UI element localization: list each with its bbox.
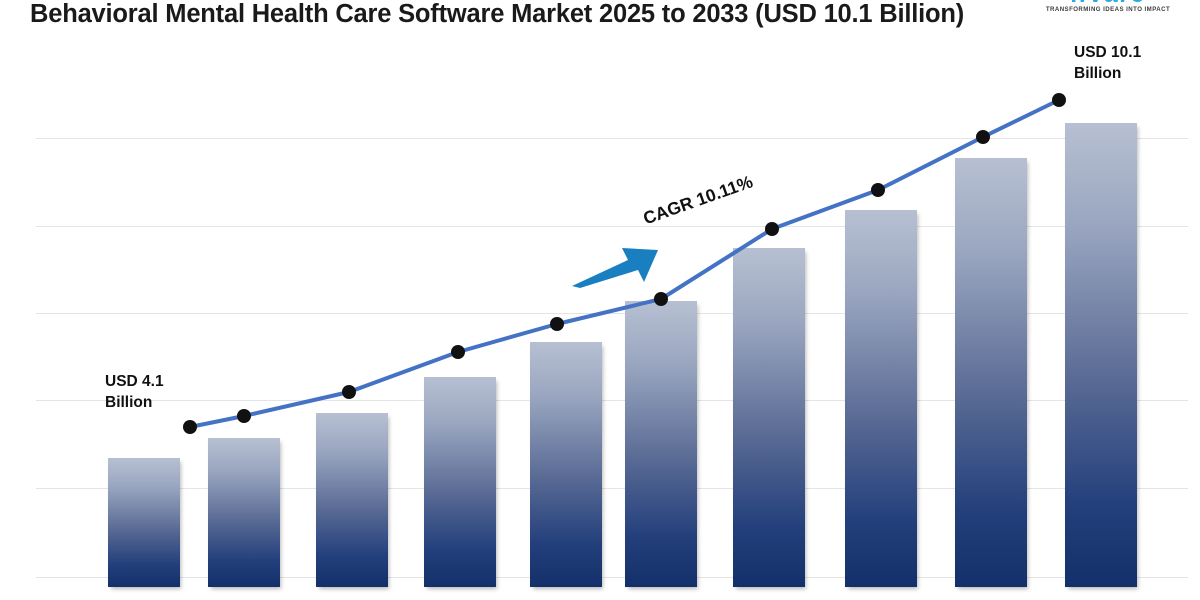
bar [424,377,496,587]
bar [625,301,697,587]
gridline [36,138,1188,139]
brand-logo: nVare TRANSFORMING IDEAS INTO IMPACT [1034,0,1182,13]
data-point-marker [451,345,465,359]
data-point-marker [342,385,356,399]
bar [1065,123,1137,587]
bar [733,248,805,587]
data-point-marker [654,292,668,306]
logo-wordmark: nVare [1034,0,1182,7]
gridline [36,400,1188,401]
data-point-marker [237,409,251,423]
data-point-marker [976,130,990,144]
bar [845,210,917,587]
gridline [36,226,1188,227]
data-point-marker [550,317,564,331]
start-value-callout: USD 4.1 Billion [105,373,164,411]
data-point-marker [183,420,197,434]
bar [108,458,180,587]
bar [955,158,1027,587]
gridline [36,313,1188,314]
gridline [36,577,1188,578]
logo-tagline: TRANSFORMING IDEAS INTO IMPACT [1045,6,1171,13]
cagr-arrow-icon [572,248,658,288]
data-point-marker [1052,93,1066,107]
page-title: Behavioral Mental Health Care Software M… [30,0,965,28]
data-point-marker [871,183,885,197]
bar [530,342,602,587]
gridline [36,488,1188,489]
data-point-marker [765,222,779,236]
bar [316,413,388,587]
bar [208,438,280,587]
end-value-callout: USD 10.1 Billion [1074,44,1142,82]
